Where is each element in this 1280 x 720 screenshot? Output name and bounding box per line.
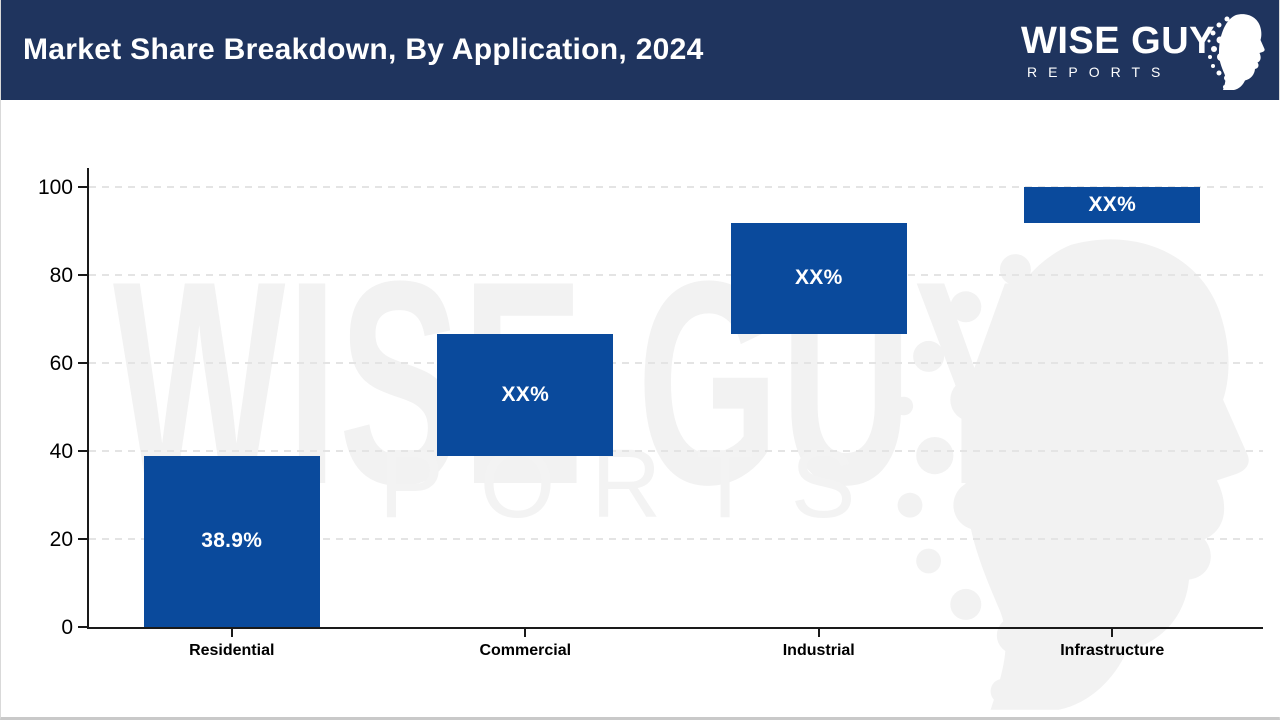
gridline-60 <box>89 362 1263 364</box>
y-tick-40 <box>78 450 87 452</box>
y-tick-20 <box>78 538 87 540</box>
gridline-80 <box>89 274 1263 276</box>
y-tick-label-80: 80 <box>49 264 73 287</box>
gridline-20 <box>89 538 1263 540</box>
y-tick-label-0: 0 <box>61 616 73 639</box>
x-tick-infrastructure <box>1111 629 1114 637</box>
bar-value-label-infrastructure: XX% <box>1088 193 1137 217</box>
bar-residential: 38.9% <box>143 455 320 627</box>
brand-logo: WISE GUY REPORTS <box>1021 8 1265 94</box>
y-tick-label-20: 20 <box>49 528 73 551</box>
header-banner: Market Share Breakdown, By Application, … <box>1 0 1279 100</box>
y-tick-label-40: 40 <box>49 440 73 463</box>
bar-value-label-commercial: XX% <box>501 382 550 406</box>
bar-industrial: XX% <box>730 223 907 334</box>
page-title: Market Share Breakdown, By Application, … <box>23 33 704 66</box>
y-tick-60 <box>78 362 87 364</box>
gridline-40 <box>89 450 1263 452</box>
chart-plot-area: 0 20 40 60 80 100 38.9% Residential XX% Commercia… <box>1 100 1280 717</box>
brand-subtitle: REPORTS <box>1026 64 1172 81</box>
brand-face-icon <box>1205 11 1265 91</box>
y-tick-0 <box>78 626 87 628</box>
y-tick-label-100: 100 <box>37 176 73 199</box>
chart-area: WISE GUY PORTS 0 20 40 60 80 100 38.9% Resident… <box>1 100 1280 717</box>
gridline-100 <box>89 186 1263 188</box>
category-label-residential: Residential <box>189 642 275 659</box>
x-tick-residential <box>230 629 233 637</box>
brand-text: WISE GUY REPORTS <box>1020 19 1215 81</box>
bar-value-label-industrial: XX% <box>794 266 843 290</box>
x-tick-industrial <box>817 629 820 637</box>
y-axis-line <box>87 168 89 629</box>
y-tick-label-60: 60 <box>49 352 73 375</box>
bar-infrastructure: XX% <box>1024 187 1201 224</box>
category-label-infrastructure: Infrastructure <box>1060 642 1165 659</box>
category-label-commercial: Commercial <box>479 642 572 659</box>
bar-value-label-residential: 38.9% <box>201 529 263 553</box>
category-label-industrial: Industrial <box>782 642 855 659</box>
brand-name: WISE GUY <box>1020 19 1215 62</box>
x-tick-commercial <box>524 629 527 637</box>
y-tick-100 <box>78 186 87 188</box>
x-axis-line <box>87 627 1263 629</box>
bar-commercial: XX% <box>437 333 614 456</box>
y-tick-80 <box>78 274 87 276</box>
